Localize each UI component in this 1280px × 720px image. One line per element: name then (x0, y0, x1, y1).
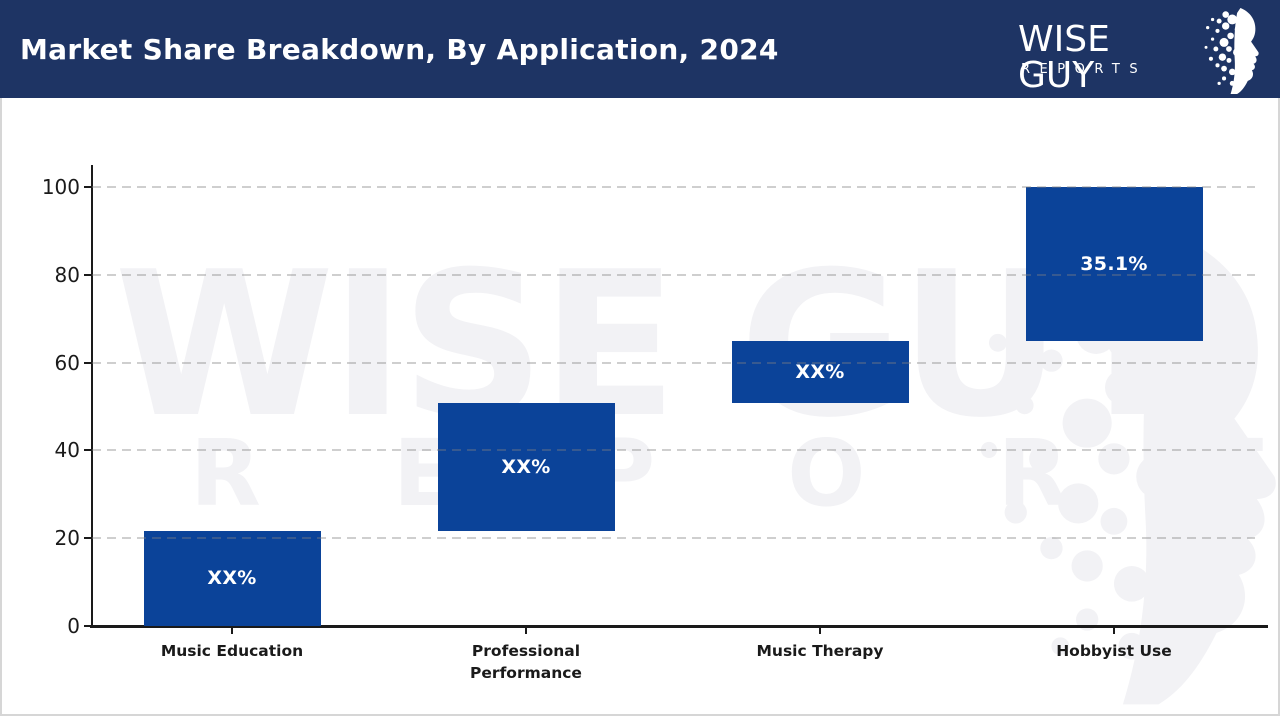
bar-segment: XX% (731, 341, 909, 404)
header-bar: Market Share Breakdown, By Application, … (0, 0, 1280, 98)
x-tick-mark (231, 628, 233, 634)
chart-area: WISE GUY R E P O R T S 020406080100XX%XX… (0, 98, 1280, 716)
gridline (92, 537, 1255, 540)
wiseguy-logo: WISE GUY REPORTS (1018, 6, 1268, 94)
bar-value-label: XX% (795, 361, 845, 384)
x-category-label: Music Education (160, 642, 304, 660)
gridline (92, 273, 1255, 276)
y-tick-label: 20 (54, 526, 80, 551)
x-axis-line (90, 625, 1268, 628)
y-tick-label: 60 (54, 350, 80, 375)
y-tick-mark (84, 186, 92, 188)
y-tick-label: 0 (67, 614, 80, 638)
y-tick-label: 100 (41, 175, 80, 199)
x-category-label: Professional Performance (470, 642, 582, 682)
y-tick-mark (84, 537, 92, 540)
bar-segment: XX% (437, 403, 615, 531)
gridline (92, 449, 1255, 452)
bar-segment: 35.1% (1025, 187, 1203, 342)
bar-value-label: 35.1% (1080, 253, 1148, 276)
bar-segment: XX% (143, 530, 321, 626)
gridline (92, 361, 1255, 364)
x-tick-mark (819, 628, 821, 634)
y-tick-label: 40 (54, 438, 80, 463)
y-tick-mark (84, 449, 92, 452)
y-tick-mark (84, 625, 92, 627)
plot: 0 20 40 60 80 100 XX% XX% XX% 35.1% Music Educatio… (2, 98, 1278, 714)
y-tick-mark (84, 361, 92, 364)
logo-text-reports: REPORTS (1021, 62, 1148, 77)
gridline (92, 186, 1255, 188)
y-tick-mark (84, 273, 92, 276)
page-title: Market Share Breakdown, By Application, … (20, 32, 779, 66)
logo-face-icon (1176, 8, 1268, 94)
bar-value-label: XX% (207, 567, 257, 590)
x-tick-mark (525, 628, 527, 634)
logo-text-wiseguy: WISE GUY (1018, 19, 1110, 96)
x-category-label: Hobbyist Use (1056, 642, 1172, 660)
bar-value-label: XX% (501, 456, 551, 479)
y-axis-line (91, 165, 93, 627)
y-tick-label: 80 (54, 262, 80, 287)
x-tick-mark (1113, 628, 1115, 634)
x-category-label: Music Therapy (756, 642, 884, 660)
